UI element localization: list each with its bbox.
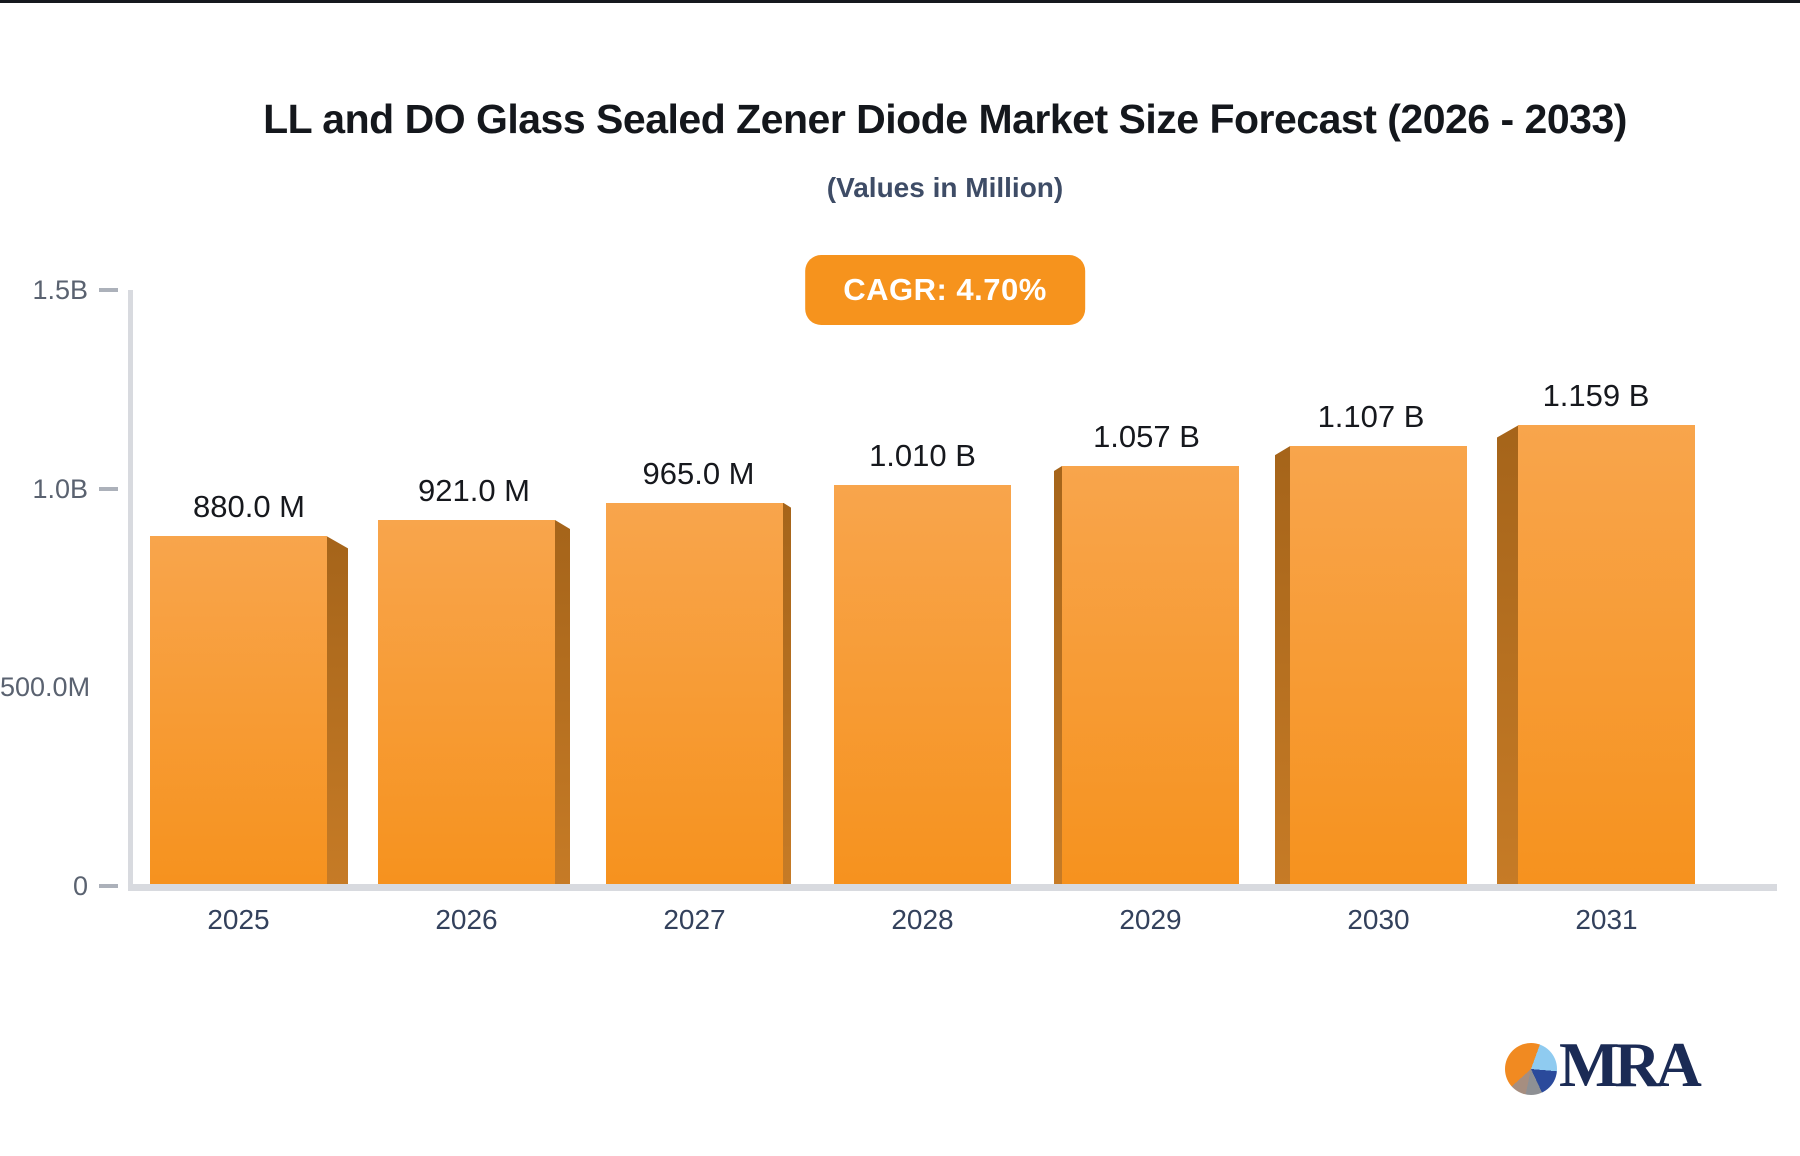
x-tick-label-2029: 2029 [1119,904,1182,935]
bar-2025 [150,536,327,886]
top-border [0,0,1800,3]
bar-value-label: 921.0 M [417,473,530,509]
bar-side-2025 [327,536,348,886]
bar-2026 [378,520,555,886]
x-axis-line [128,884,1777,891]
cagr-badge: CAGR: 4.70% [805,255,1085,325]
logo-pie-icon [1505,1043,1557,1095]
y-tick-label-1.0B: 1.0B [32,473,88,504]
bar-value-label: 1.159 B [1542,378,1650,414]
bar-2028 [834,484,1011,886]
chart-subtitle: (Values in Million) [826,172,1064,203]
y-tick-label-1.5B: 1.5B [32,275,88,305]
x-tick-label-2026: 2026 [435,904,498,935]
bar-side-2031 [1497,425,1518,886]
bar-2031 [1518,425,1695,886]
y-tick-mark [99,486,118,491]
x-tick-label-2031: 2031 [1575,904,1638,935]
bar-value-label: 965.0 M [642,455,755,491]
bar-value-label: 880.0 M [192,489,305,525]
x-tick-label-2025: 2025 [207,904,270,935]
bar-2029 [1062,466,1239,886]
x-tick-label-2028: 2028 [891,904,954,935]
bar-2027 [606,502,783,886]
y-tick-mark [99,884,118,888]
x-tick-label-2027: 2027 [663,904,726,935]
bar-value-label: 1.010 B [869,437,976,473]
bar-side-2027 [783,502,791,886]
bar-value-label: 1.057 B [1093,419,1200,455]
logo-text: MRA [1559,1029,1702,1100]
mra-logo: MRA [1505,1029,1702,1100]
bar-2030 [1290,446,1467,886]
bar-side-2030 [1275,446,1290,886]
y-tick-mark [99,288,118,292]
y-axis-line [128,290,133,884]
bar-value-label: 1.107 B [1317,399,1425,435]
bar-side-2026 [555,520,570,886]
y-tick-label-500.0M: 500.0M [0,672,91,703]
x-tick-label-2030: 2030 [1347,904,1410,935]
bar-side-2029 [1054,466,1062,886]
chart-title: LL and DO Glass Sealed Zener Diode Marke… [263,96,1627,142]
y-tick-label-0: 0 [72,871,88,901]
cagr-badge-label: CAGR: 4.70% [843,272,1047,307]
